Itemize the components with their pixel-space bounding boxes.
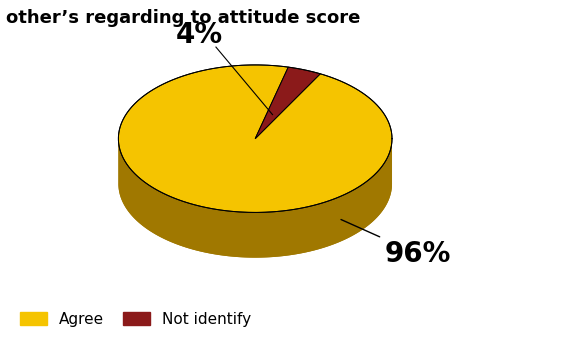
Polygon shape [118, 139, 392, 258]
Legend: Agree, Not identify: Agree, Not identify [13, 305, 258, 333]
Text: 4%: 4% [176, 21, 223, 49]
Text: other’s regarding to attitude score: other’s regarding to attitude score [6, 9, 360, 26]
Polygon shape [118, 137, 392, 258]
Polygon shape [255, 67, 320, 139]
Polygon shape [118, 65, 392, 213]
Text: 96%: 96% [341, 219, 451, 268]
